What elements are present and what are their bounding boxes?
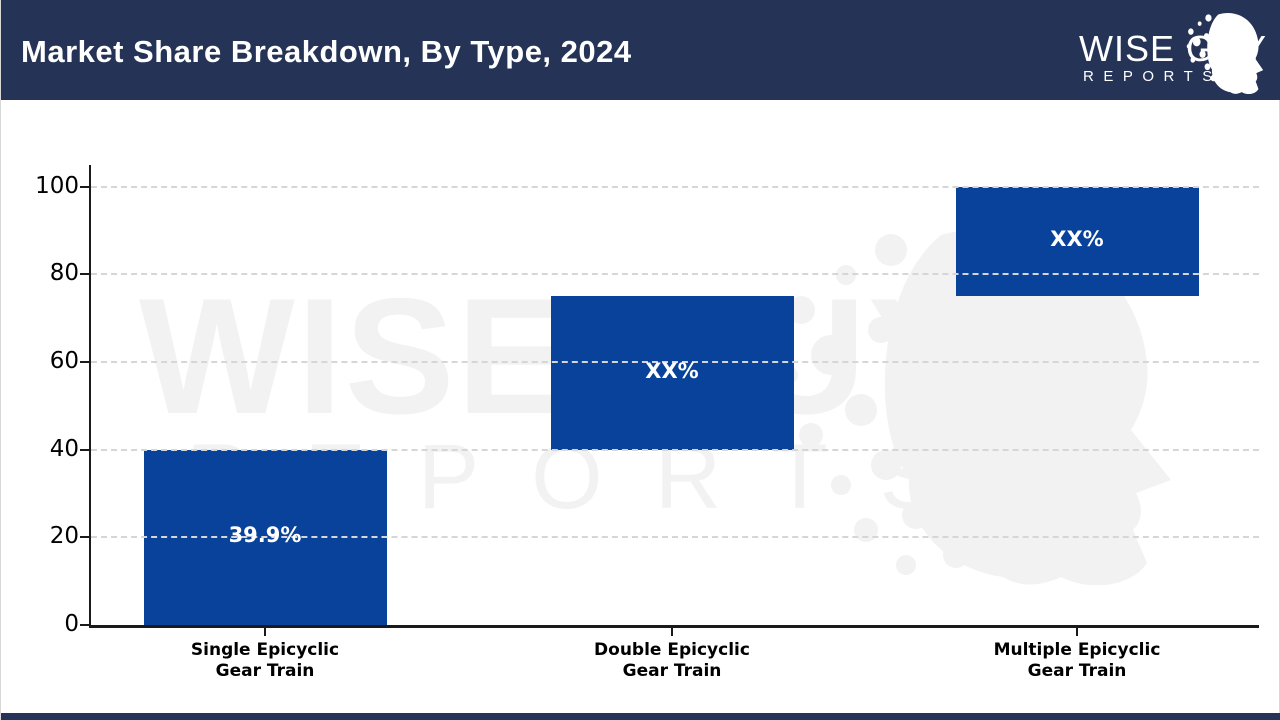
x-tick [1076,628,1078,636]
bar-label: 39.9% [228,523,302,548]
x-axis-line [89,625,1259,628]
y-tick [80,536,89,539]
y-tick-label: 0 [64,611,79,637]
bar [955,186,1199,297]
y-tick-label: 60 [49,348,79,374]
y-tick-label: 20 [49,523,79,550]
y-tick [80,273,89,276]
grid-line [91,536,1259,539]
y-tick-label: 80 [49,260,79,287]
y-tick [80,624,89,626]
y-axis-line [89,165,91,627]
grid-line [91,361,1259,363]
x-category-label: Single Epicyclic Gear Train [190,640,340,681]
y-tick [80,448,89,451]
grid-line [91,185,1259,188]
footer-bar [1,713,1280,720]
y-tick-label: 100 [35,172,79,199]
watermark-face-icon [780,228,1171,585]
x-category-label: Multiple Epicyclic Gear Train [993,640,1161,681]
bar [550,296,794,450]
y-tick [80,361,89,363]
header-bar: Market Share Breakdown, By Type, 2024 WI… [1,0,1280,100]
grid-line [91,448,1259,451]
bar-label: XX% [1050,227,1104,252]
x-tick [671,628,673,636]
y-tick-label: 40 [49,435,79,462]
y-tick [80,185,89,188]
x-category-label: Double Epicyclic Gear Train [594,640,750,681]
grid-line [91,273,1259,276]
logo-face-icon [1186,13,1264,94]
bar-label: XX% [645,358,699,383]
x-tick [264,628,266,636]
brand-logo: WISE GUY REPORTS [1019,6,1269,96]
logo-reports-text: REPORTS [1083,68,1222,85]
page-title: Market Share Breakdown, By Type, 2024 [21,34,632,69]
